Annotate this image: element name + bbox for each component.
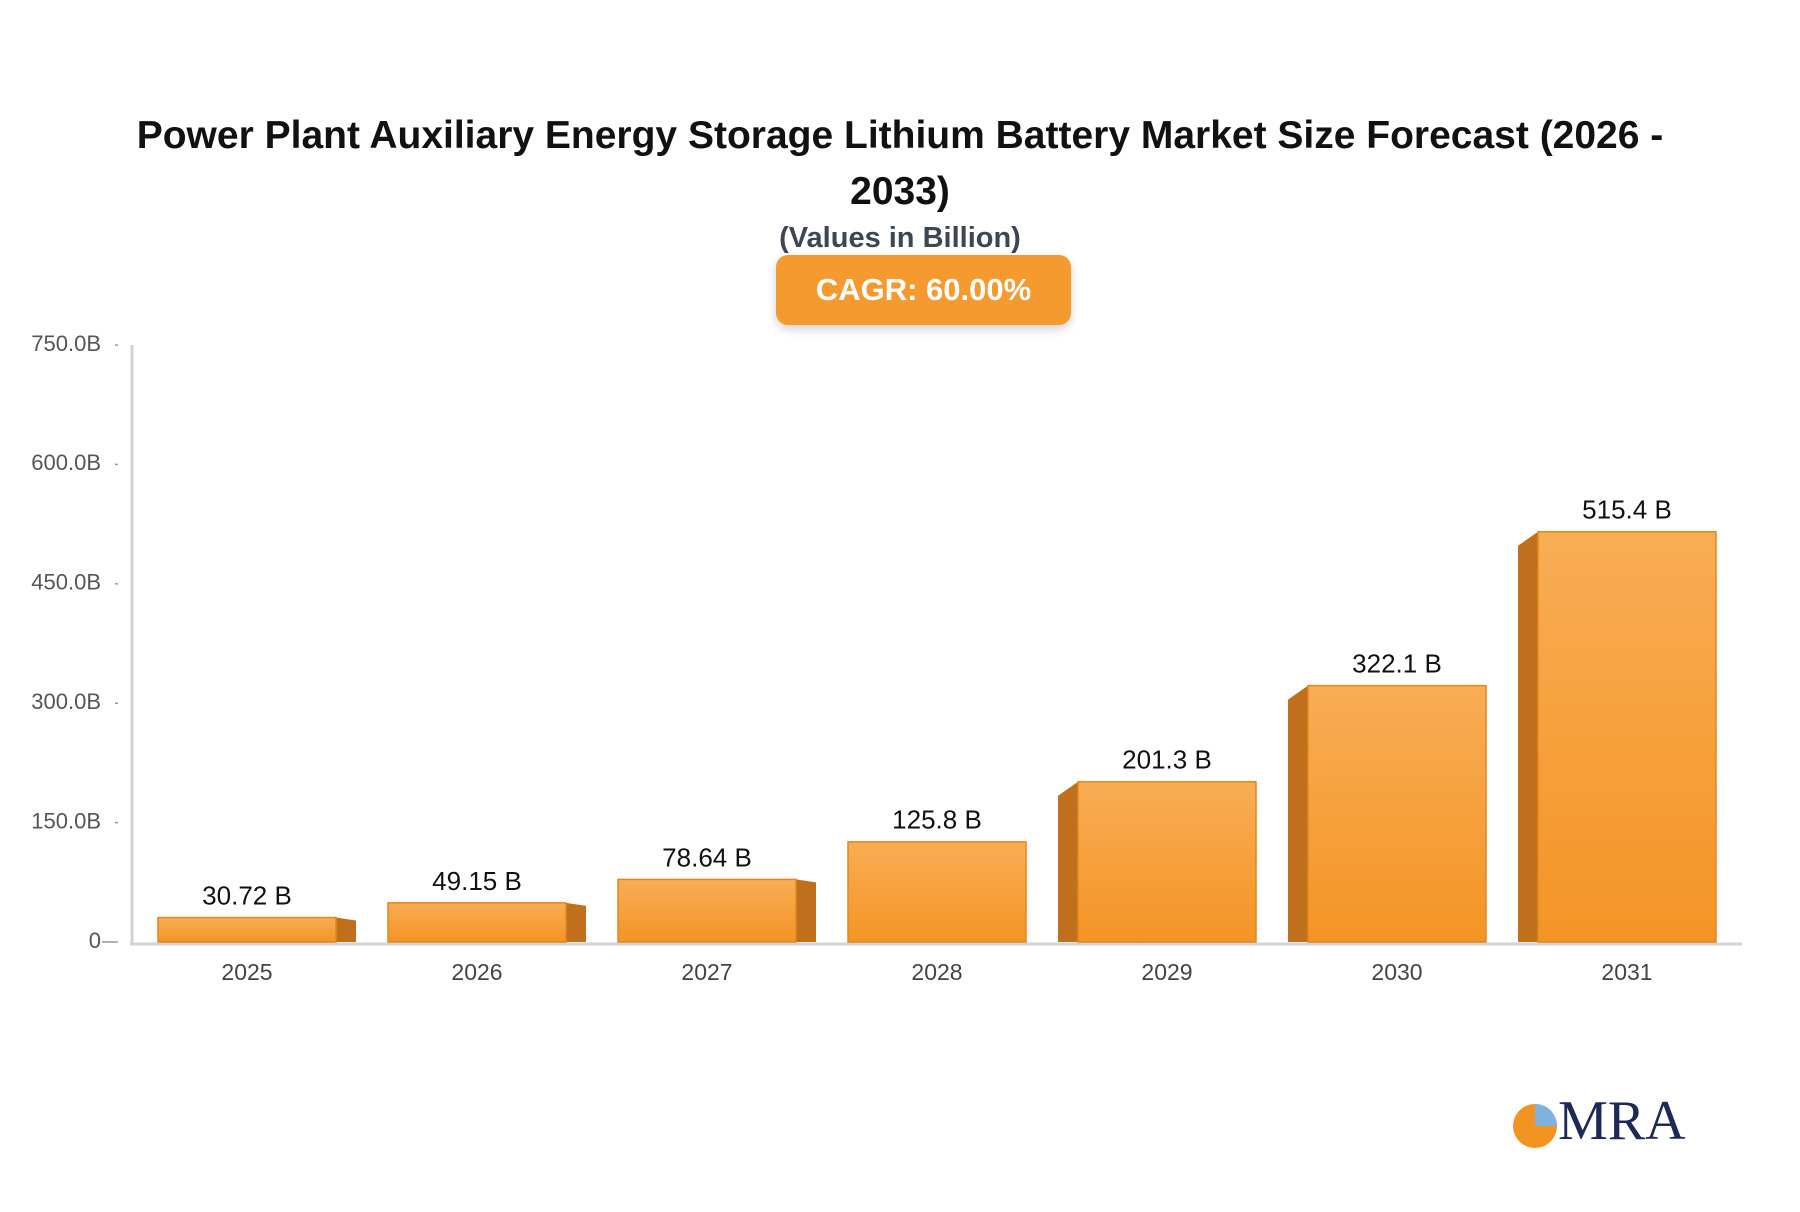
logo-text: MRA bbox=[1558, 1090, 1686, 1152]
x-tick-label: 2031 bbox=[1601, 959, 1652, 985]
bar-side bbox=[1058, 781, 1078, 942]
bar bbox=[847, 841, 1027, 943]
chart-title: Power Plant Auxiliary Energy Storage Lit… bbox=[136, 114, 1664, 213]
cagr-badge: CAGR: 60.00% bbox=[776, 255, 1071, 325]
bar bbox=[1077, 781, 1257, 943]
x-tick-label: 2030 bbox=[1371, 959, 1422, 985]
x-tick-label: 2029 bbox=[1141, 959, 1192, 985]
bar bbox=[617, 878, 797, 943]
bar-side bbox=[336, 917, 356, 942]
bar-side bbox=[1518, 531, 1538, 942]
y-tick-label: 450.0B bbox=[31, 570, 101, 595]
bar bbox=[1537, 530, 1717, 943]
x-tick-label: 2028 bbox=[911, 959, 962, 985]
value-label: 515.4 B bbox=[1582, 495, 1672, 525]
x-tick-label: 2025 bbox=[221, 959, 272, 985]
y-tick-label: 0 bbox=[89, 928, 101, 953]
y-tick-label: 150.0B bbox=[31, 808, 101, 833]
chart-subtitle: (Values in Billion) bbox=[779, 222, 1021, 254]
bar-side bbox=[566, 902, 586, 942]
x-tick-label: 2026 bbox=[451, 959, 502, 985]
y-tick-label: 300.0B bbox=[31, 689, 101, 714]
bar bbox=[1307, 684, 1487, 943]
value-label: 322.1 B bbox=[1352, 648, 1442, 678]
value-label: 30.72 B bbox=[202, 880, 292, 910]
bar bbox=[387, 902, 567, 943]
value-label: 201.3 B bbox=[1122, 745, 1212, 775]
y-tick-label: 750.0B bbox=[31, 331, 101, 356]
logo-icon-slice bbox=[1535, 1104, 1557, 1126]
value-label: 49.15 B bbox=[432, 866, 522, 896]
value-label: 78.64 B bbox=[662, 842, 752, 872]
value-label: 125.8 B bbox=[892, 805, 982, 835]
bar bbox=[157, 916, 337, 943]
y-tick-label: 600.0B bbox=[31, 450, 101, 475]
bar-side bbox=[796, 879, 816, 942]
x-tick-label: 2027 bbox=[681, 959, 732, 985]
bar-side bbox=[1288, 685, 1308, 942]
